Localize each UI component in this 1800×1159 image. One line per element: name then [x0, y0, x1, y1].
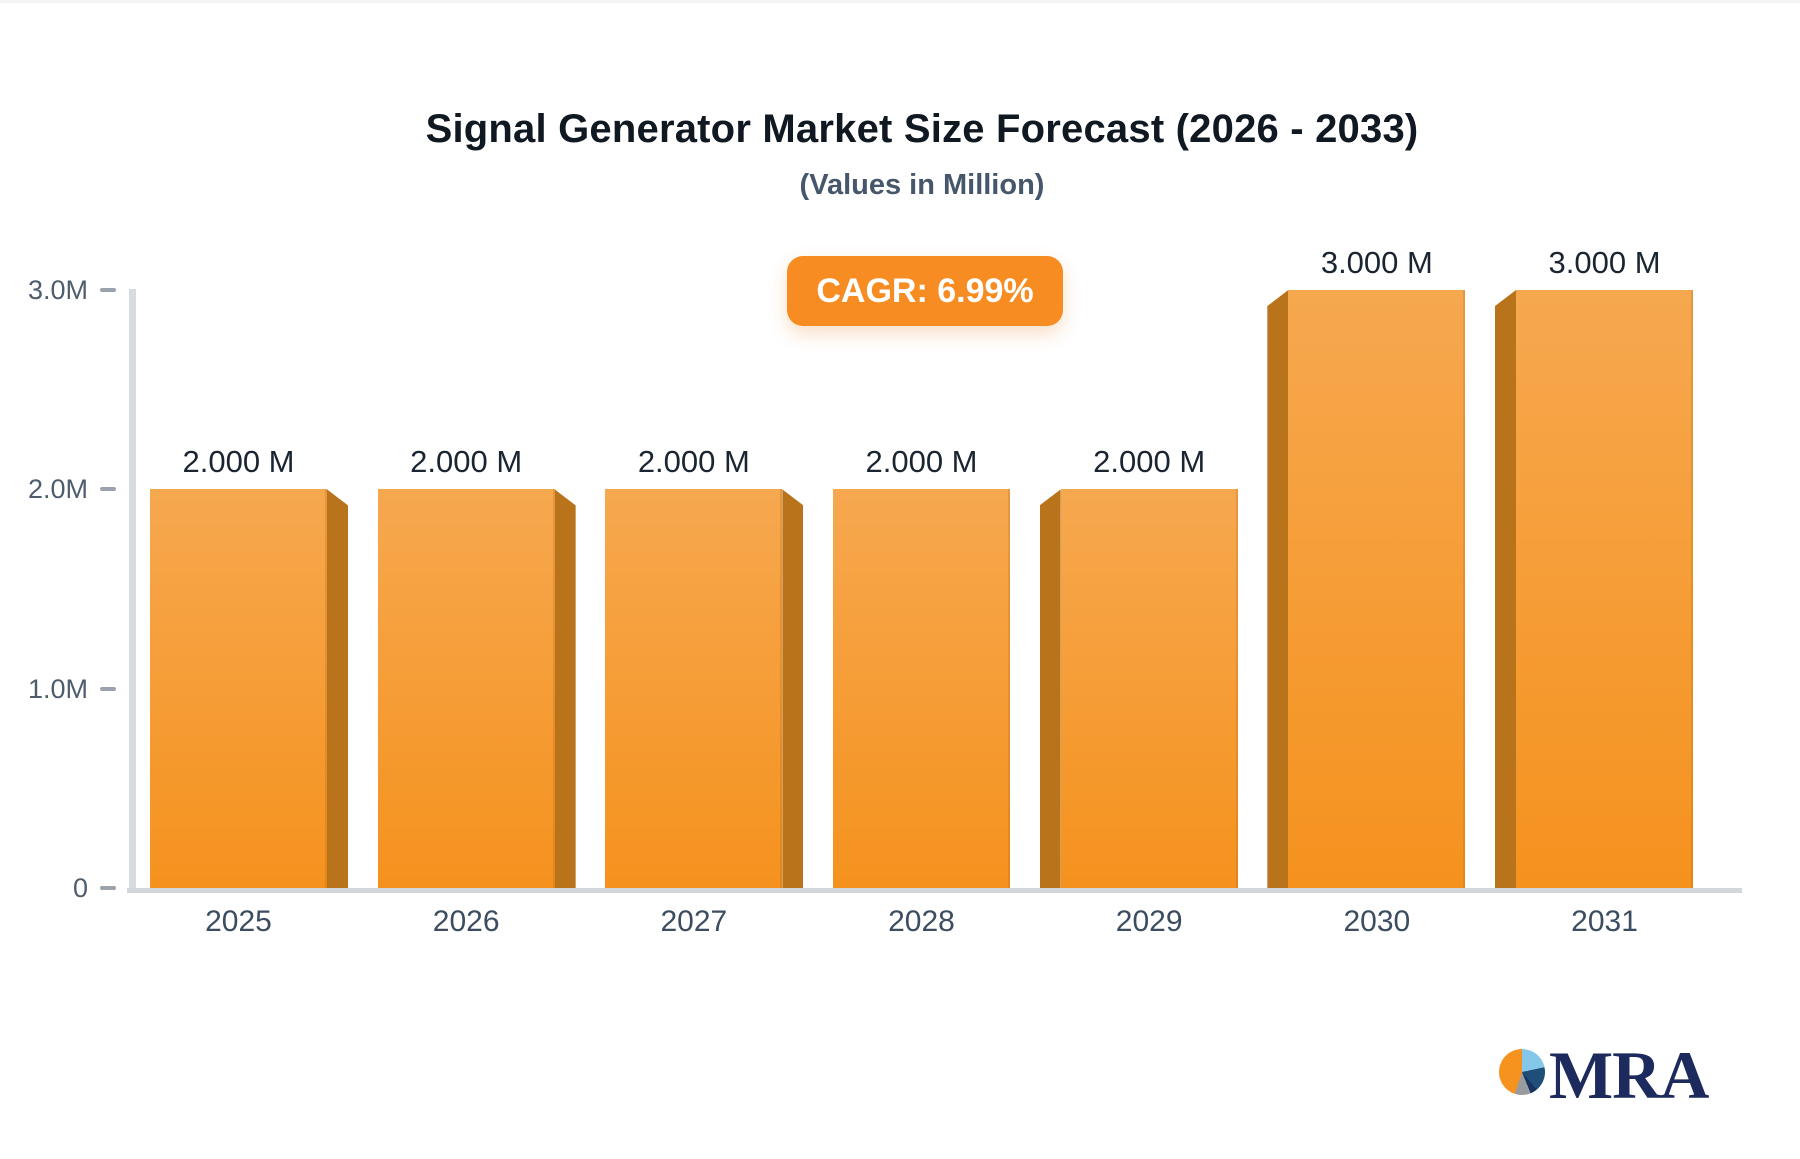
- bar: [377, 489, 555, 888]
- y-axis-tick-mark: [100, 686, 116, 691]
- pie-chart-logo-icon: [1499, 1049, 1545, 1095]
- y-axis-line: [129, 289, 136, 893]
- bar: [150, 489, 327, 888]
- bar-value-label: 2.000 M: [637, 444, 750, 480]
- bar-value-label: 2.000 M: [410, 444, 523, 480]
- chart-subtitle: (Values in Million): [799, 169, 1045, 201]
- x-axis-category-label: 2027: [660, 905, 728, 938]
- x-axis-category-label: 2026: [432, 905, 500, 938]
- brand-logo-text: MRA: [1549, 1037, 1709, 1113]
- chart-title: Signal Generator Market Size Forecast (2…: [425, 107, 1419, 151]
- y-axis-tick-mark: [100, 886, 116, 890]
- bar: [833, 489, 1010, 888]
- x-axis-category-label: 2025: [205, 905, 272, 938]
- bar-3d-side: [554, 489, 576, 888]
- y-axis-tick-mark: [100, 487, 116, 492]
- cagr-badge: CAGR: 6.99%: [787, 256, 1063, 326]
- bar-value-label: 2.000 M: [865, 444, 978, 480]
- bar: [1516, 290, 1694, 888]
- x-axis-category-label: 2029: [1115, 905, 1183, 938]
- bar: [1060, 489, 1238, 888]
- y-axis-tick-label: 3.0M: [27, 275, 88, 305]
- bar-value-label: 2.000 M: [1093, 444, 1206, 480]
- x-axis-category-label: 2030: [1343, 905, 1411, 938]
- y-axis-tick-label: 2.0M: [27, 474, 88, 505]
- x-axis-category-label: 2031: [1571, 905, 1638, 938]
- y-axis-tick-label: 1.0M: [27, 673, 88, 704]
- plot-area: 0 1.0M 2.0M 3.0M 2.000 M 2025 2.000 M 2026 2.000…: [0, 3, 1800, 1159]
- y-axis-tick-label: 0: [72, 873, 88, 903]
- bar-value-label: 3.000 M: [1320, 245, 1433, 280]
- y-axis-tick-mark: [100, 288, 116, 292]
- bar: [605, 489, 783, 888]
- bar-value-label: 3.000 M: [1548, 245, 1661, 280]
- bar-value-label: 2.000 M: [182, 444, 295, 480]
- bar-3d-side: [327, 489, 348, 888]
- bar-3d-side: [1039, 489, 1061, 888]
- bar-3d-side: [782, 489, 804, 888]
- bar-3d-side: [1267, 290, 1289, 888]
- bar: [1288, 290, 1466, 888]
- bar-3d-side: [1495, 290, 1517, 888]
- x-axis-line: [127, 888, 1742, 893]
- x-axis-category-label: 2028: [888, 905, 955, 938]
